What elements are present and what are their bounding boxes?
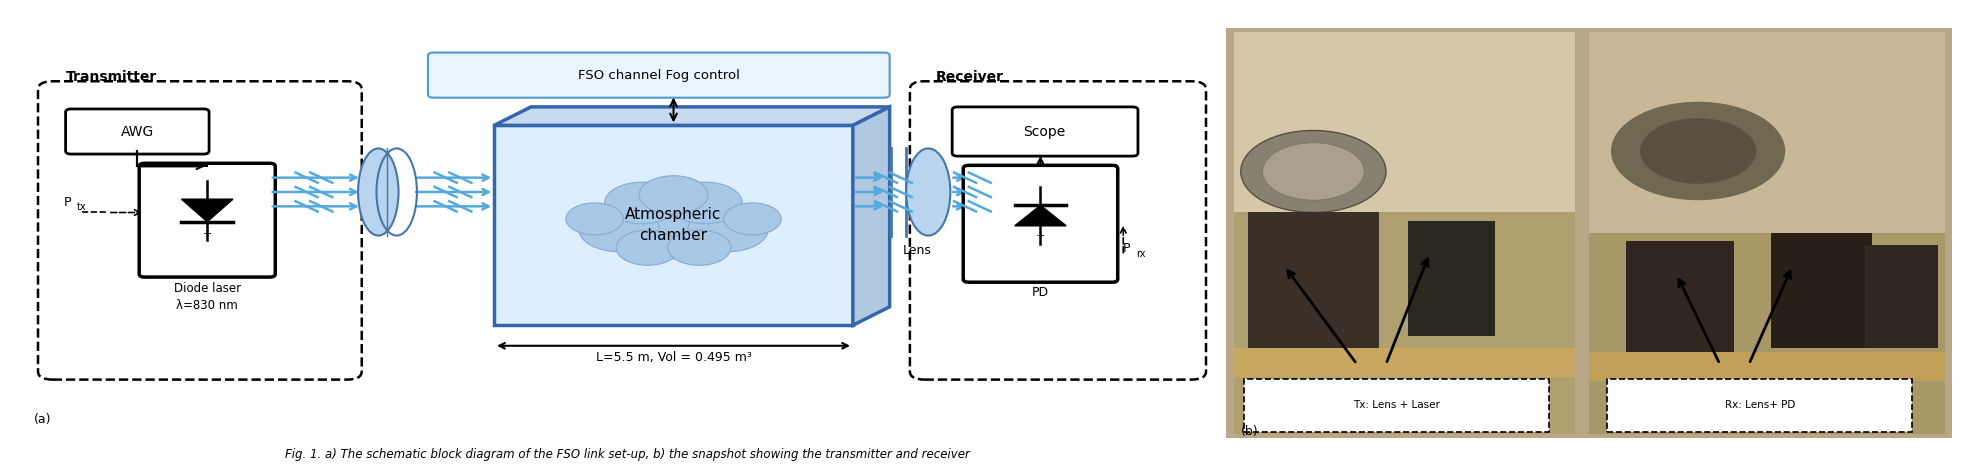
Bar [1409, 221, 1495, 336]
Bar [1234, 348, 1575, 377]
Circle shape [667, 230, 732, 265]
Bar [1234, 32, 1575, 434]
FancyBboxPatch shape [428, 53, 889, 98]
Circle shape [616, 230, 679, 265]
Polygon shape [182, 199, 233, 222]
Polygon shape [494, 107, 889, 125]
Circle shape [1264, 143, 1364, 200]
Circle shape [579, 207, 659, 252]
FancyBboxPatch shape [910, 81, 1207, 380]
Bar [1589, 32, 1944, 434]
FancyBboxPatch shape [37, 81, 361, 380]
Circle shape [614, 192, 734, 259]
Text: Tx: Lens + Laser: Tx: Lens + Laser [1354, 400, 1440, 410]
Text: Rx: Lens+ PD: Rx: Lens+ PD [1725, 400, 1795, 410]
FancyBboxPatch shape [963, 165, 1118, 282]
Text: PD: PD [1032, 286, 1050, 299]
Text: +: + [1036, 231, 1046, 241]
Text: Receiver: Receiver [936, 70, 1005, 84]
Circle shape [1611, 102, 1785, 200]
Text: Transmitter: Transmitter [65, 70, 157, 84]
Circle shape [724, 203, 781, 235]
Text: Lens: Lens [903, 244, 932, 257]
Bar [1248, 212, 1379, 356]
Bar [1772, 233, 1872, 348]
Text: Diode laser
λ=830 nm: Diode laser λ=830 nm [175, 282, 241, 312]
FancyBboxPatch shape [139, 163, 275, 277]
Text: (b): (b) [1240, 425, 1258, 438]
Text: AWG: AWG [122, 124, 153, 138]
Bar [1589, 32, 1944, 233]
FancyBboxPatch shape [952, 107, 1138, 156]
Circle shape [1640, 118, 1756, 184]
Ellipse shape [906, 149, 950, 236]
Text: L=5.5 m, Vol = 0.495 m³: L=5.5 m, Vol = 0.495 m³ [596, 351, 751, 364]
Text: (a): (a) [35, 413, 51, 426]
Text: Atmospheric
chamber: Atmospheric chamber [626, 207, 722, 243]
Bar [494, 125, 853, 325]
Bar [1589, 352, 1944, 381]
Polygon shape [853, 107, 889, 325]
Bar [1626, 241, 1734, 364]
Circle shape [604, 182, 679, 224]
Circle shape [689, 207, 769, 252]
Text: P: P [63, 196, 71, 209]
Circle shape [565, 203, 624, 235]
Bar [1866, 245, 1938, 348]
Text: P: P [1124, 242, 1130, 255]
Bar [1234, 32, 1575, 212]
Text: tx: tx [77, 202, 86, 212]
Text: Fig. 1. a) The schematic block diagram of the FSO link set-up, b) the snapshot s: Fig. 1. a) The schematic block diagram o… [284, 448, 971, 461]
Text: rx: rx [1136, 248, 1146, 259]
FancyBboxPatch shape [65, 109, 210, 154]
Circle shape [1240, 130, 1385, 212]
FancyBboxPatch shape [1244, 378, 1550, 432]
Circle shape [667, 182, 742, 224]
Text: +: + [202, 229, 212, 239]
Polygon shape [1014, 206, 1065, 226]
Circle shape [640, 176, 708, 214]
FancyBboxPatch shape [1607, 378, 1913, 432]
Ellipse shape [359, 149, 398, 236]
Text: FSO channel Fog control: FSO channel Fog control [579, 69, 740, 82]
Text: Scope: Scope [1022, 124, 1065, 138]
